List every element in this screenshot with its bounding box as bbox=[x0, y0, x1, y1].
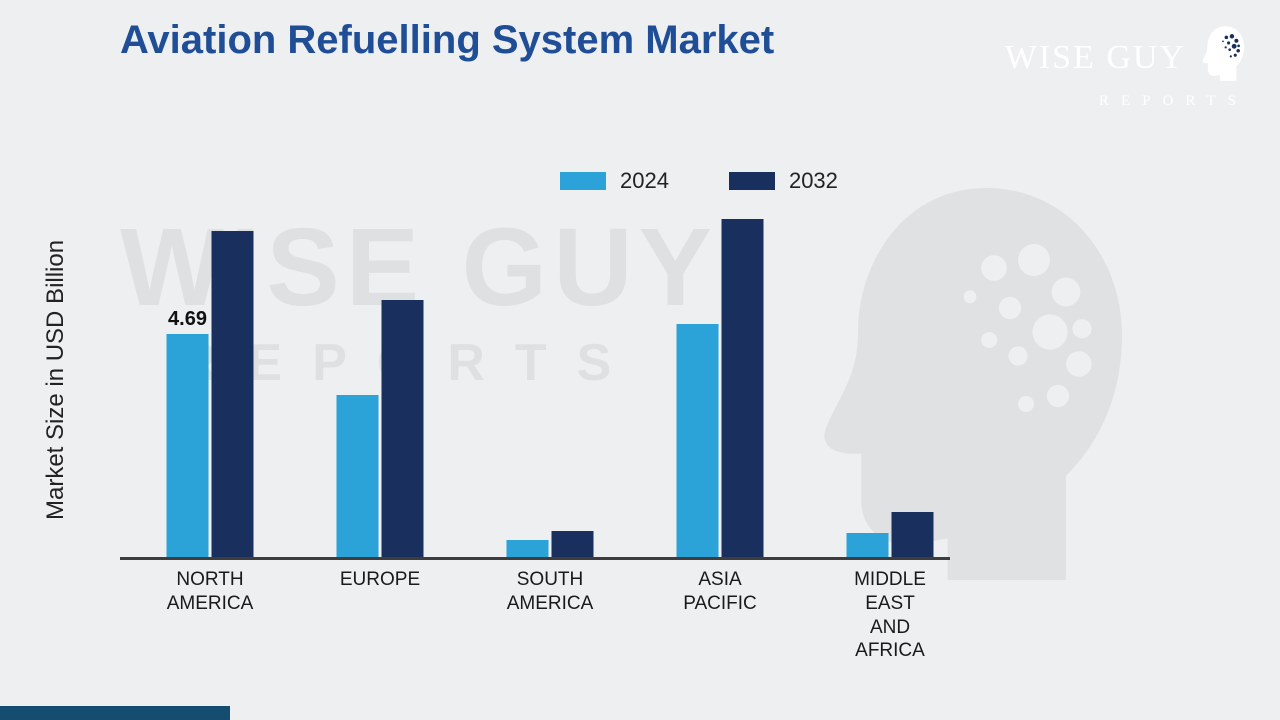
y-axis-label: Market Size in USD Billion bbox=[42, 240, 70, 520]
bar bbox=[677, 324, 719, 557]
bar-pair bbox=[167, 231, 254, 557]
category-label: ASIAPACIFIC bbox=[650, 560, 790, 616]
bar-pair bbox=[847, 512, 934, 557]
bar bbox=[337, 395, 379, 557]
category-label: SOUTHAMERICA bbox=[480, 560, 620, 616]
bar bbox=[507, 540, 549, 557]
bar-pair bbox=[337, 300, 424, 557]
chart-area: 4.69NORTHAMERICAEUROPESOUTHAMERICAASIAPA… bbox=[120, 200, 950, 560]
brand-line1: WISE GUY bbox=[1005, 39, 1186, 77]
legend: 2024 2032 bbox=[560, 168, 838, 194]
bar-pair bbox=[507, 531, 594, 557]
category-label: EUROPE bbox=[310, 560, 450, 592]
brand-head-icon bbox=[1194, 24, 1252, 91]
category-label: MIDDLEEASTANDAFRICA bbox=[820, 560, 960, 663]
bar bbox=[167, 334, 209, 557]
bottom-accent-bar bbox=[0, 706, 230, 720]
legend-item-2024: 2024 bbox=[560, 168, 669, 194]
bar bbox=[212, 231, 254, 557]
category-label: NORTHAMERICA bbox=[140, 560, 280, 616]
brand-logo: WISE GUY REPORTS bbox=[1005, 24, 1252, 110]
bar bbox=[722, 219, 764, 557]
bar bbox=[892, 512, 934, 557]
stage: WISE GUY REPORTS Aviation Refuelling Sys… bbox=[0, 0, 1280, 720]
legend-label-2032: 2032 bbox=[789, 168, 838, 194]
bar bbox=[382, 300, 424, 557]
bar bbox=[552, 531, 594, 557]
legend-label-2024: 2024 bbox=[620, 168, 669, 194]
bar bbox=[847, 533, 889, 557]
legend-swatch-2032 bbox=[729, 172, 775, 190]
legend-item-2032: 2032 bbox=[729, 168, 838, 194]
bar-pair bbox=[677, 219, 764, 557]
chart-title: Aviation Refuelling System Market bbox=[120, 18, 774, 63]
legend-swatch-2024 bbox=[560, 172, 606, 190]
brand-line2: REPORTS bbox=[1005, 93, 1252, 110]
